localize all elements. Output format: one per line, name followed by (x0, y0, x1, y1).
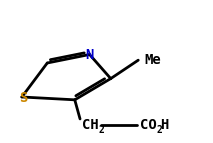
Text: 2: 2 (98, 125, 104, 135)
Text: N: N (85, 47, 94, 61)
Text: CH: CH (82, 118, 99, 132)
Text: 2: 2 (156, 125, 162, 135)
Text: CO: CO (140, 118, 157, 132)
Text: S: S (19, 91, 27, 105)
Text: H: H (160, 118, 169, 132)
Text: Me: Me (145, 53, 161, 67)
